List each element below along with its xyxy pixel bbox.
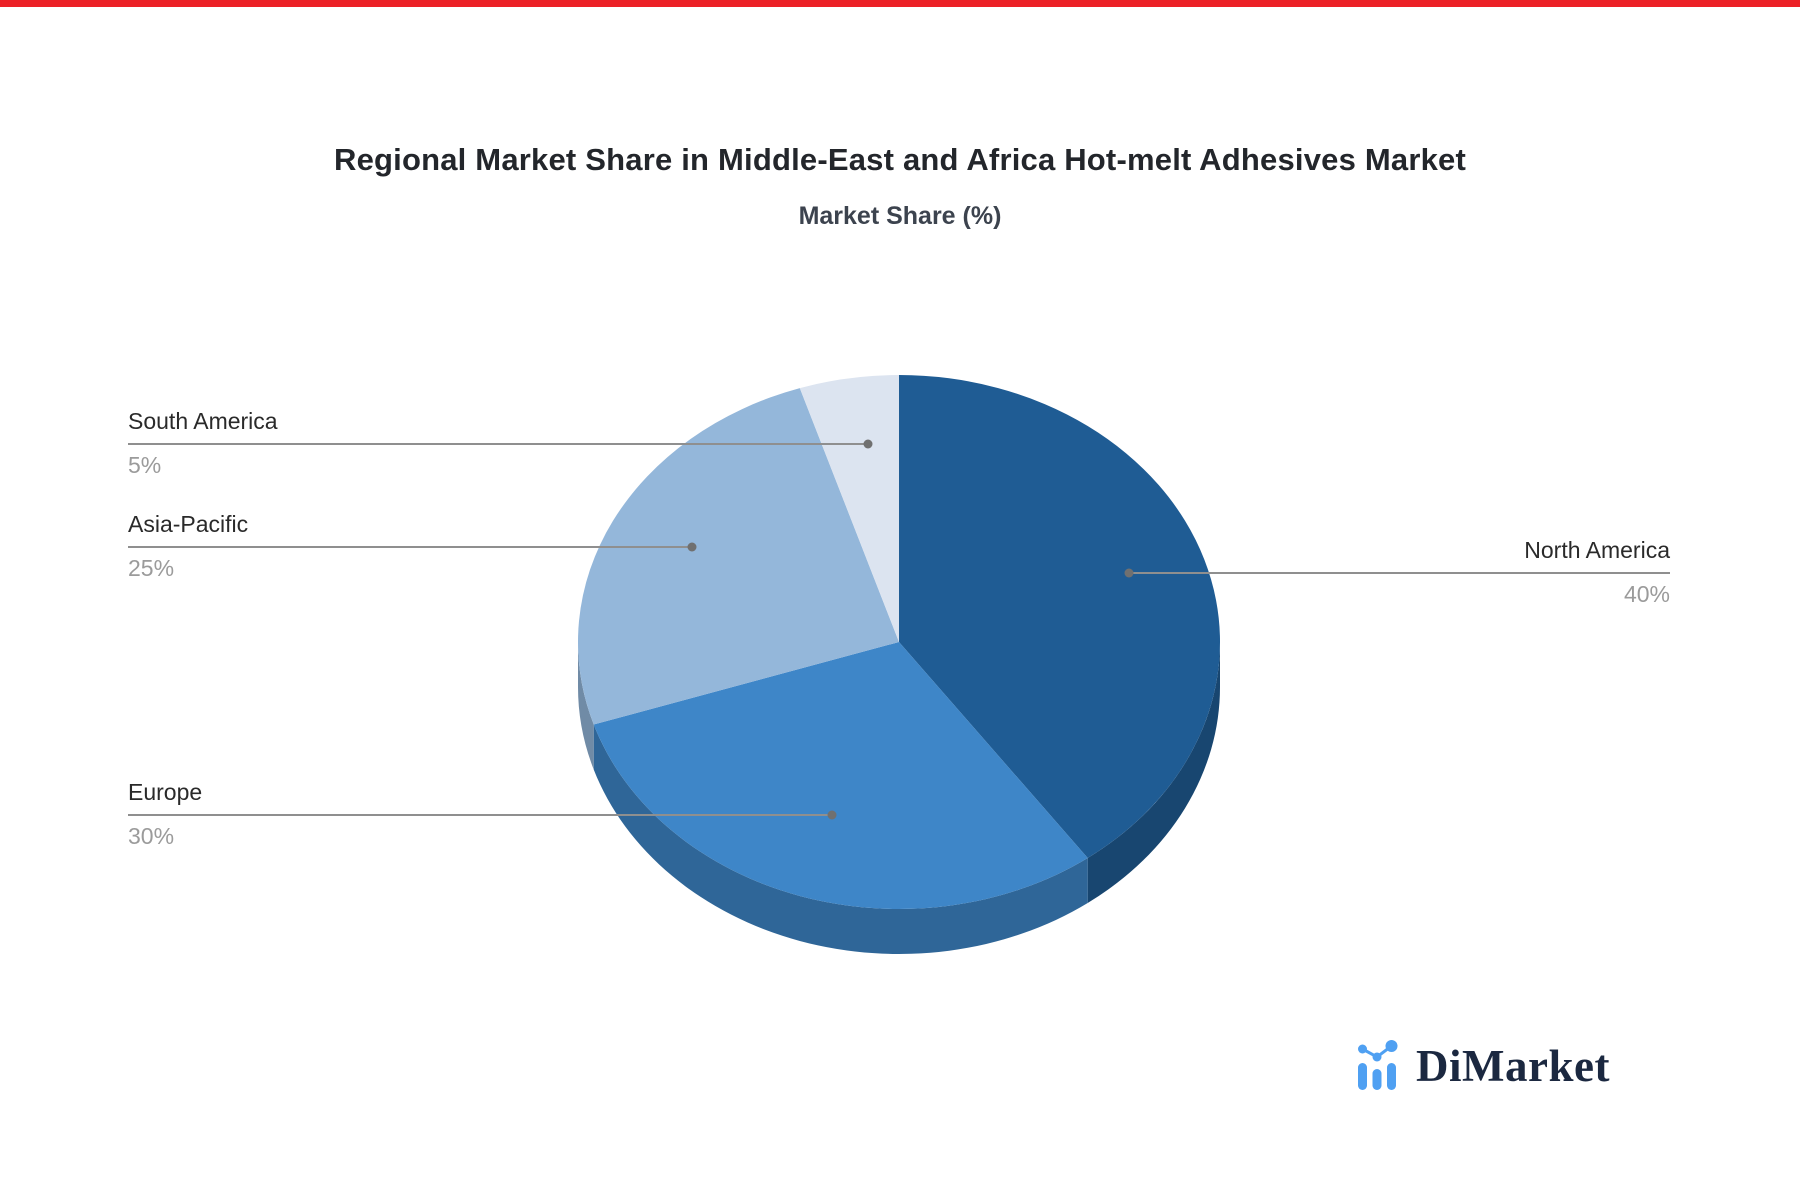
callout-dot-asia-pacific: [687, 542, 697, 552]
value-europe: 30%: [128, 823, 175, 849]
label-south-america: South America: [128, 408, 278, 434]
value-asia-pacific: 25%: [128, 555, 175, 581]
top-accent-bar: [0, 0, 1800, 7]
logo-text: DiMarket: [1416, 1040, 1610, 1091]
pie-slice-south-america: [799, 375, 899, 642]
value-north-america: 40%: [1623, 581, 1670, 607]
pie-slice-europe-side: [593, 724, 1088, 955]
callout-dot-south-america: [863, 439, 873, 449]
label-europe: Europe: [128, 779, 203, 805]
value-south-america: 5%: [128, 452, 162, 478]
callout-lines: [128, 439, 1670, 820]
callout-dot-europe: [827, 810, 837, 820]
pie-slice-europe: [593, 642, 1088, 910]
callout-dot-north-america: [1124, 568, 1134, 578]
chart-title: Regional Market Share in Middle-East and…: [333, 142, 1467, 177]
chart-subtitle: Market Share (%): [798, 202, 1002, 230]
pie-slice-north-america-side: [1087, 642, 1220, 903]
pie-slice-asia-pacific-side: [578, 642, 594, 770]
label-asia-pacific: Asia-Pacific: [128, 511, 249, 537]
pie-slice-north-america: [899, 374, 1221, 858]
pie-top-slices: [578, 374, 1221, 910]
pie-side-walls: [578, 642, 1220, 955]
label-north-america: North America: [1524, 537, 1670, 563]
dimarket-logo: DiMarket: [1356, 1040, 1610, 1092]
bar-chart-trend-icon: [1358, 1040, 1398, 1090]
pie-slice-asia-pacific: [578, 388, 899, 725]
